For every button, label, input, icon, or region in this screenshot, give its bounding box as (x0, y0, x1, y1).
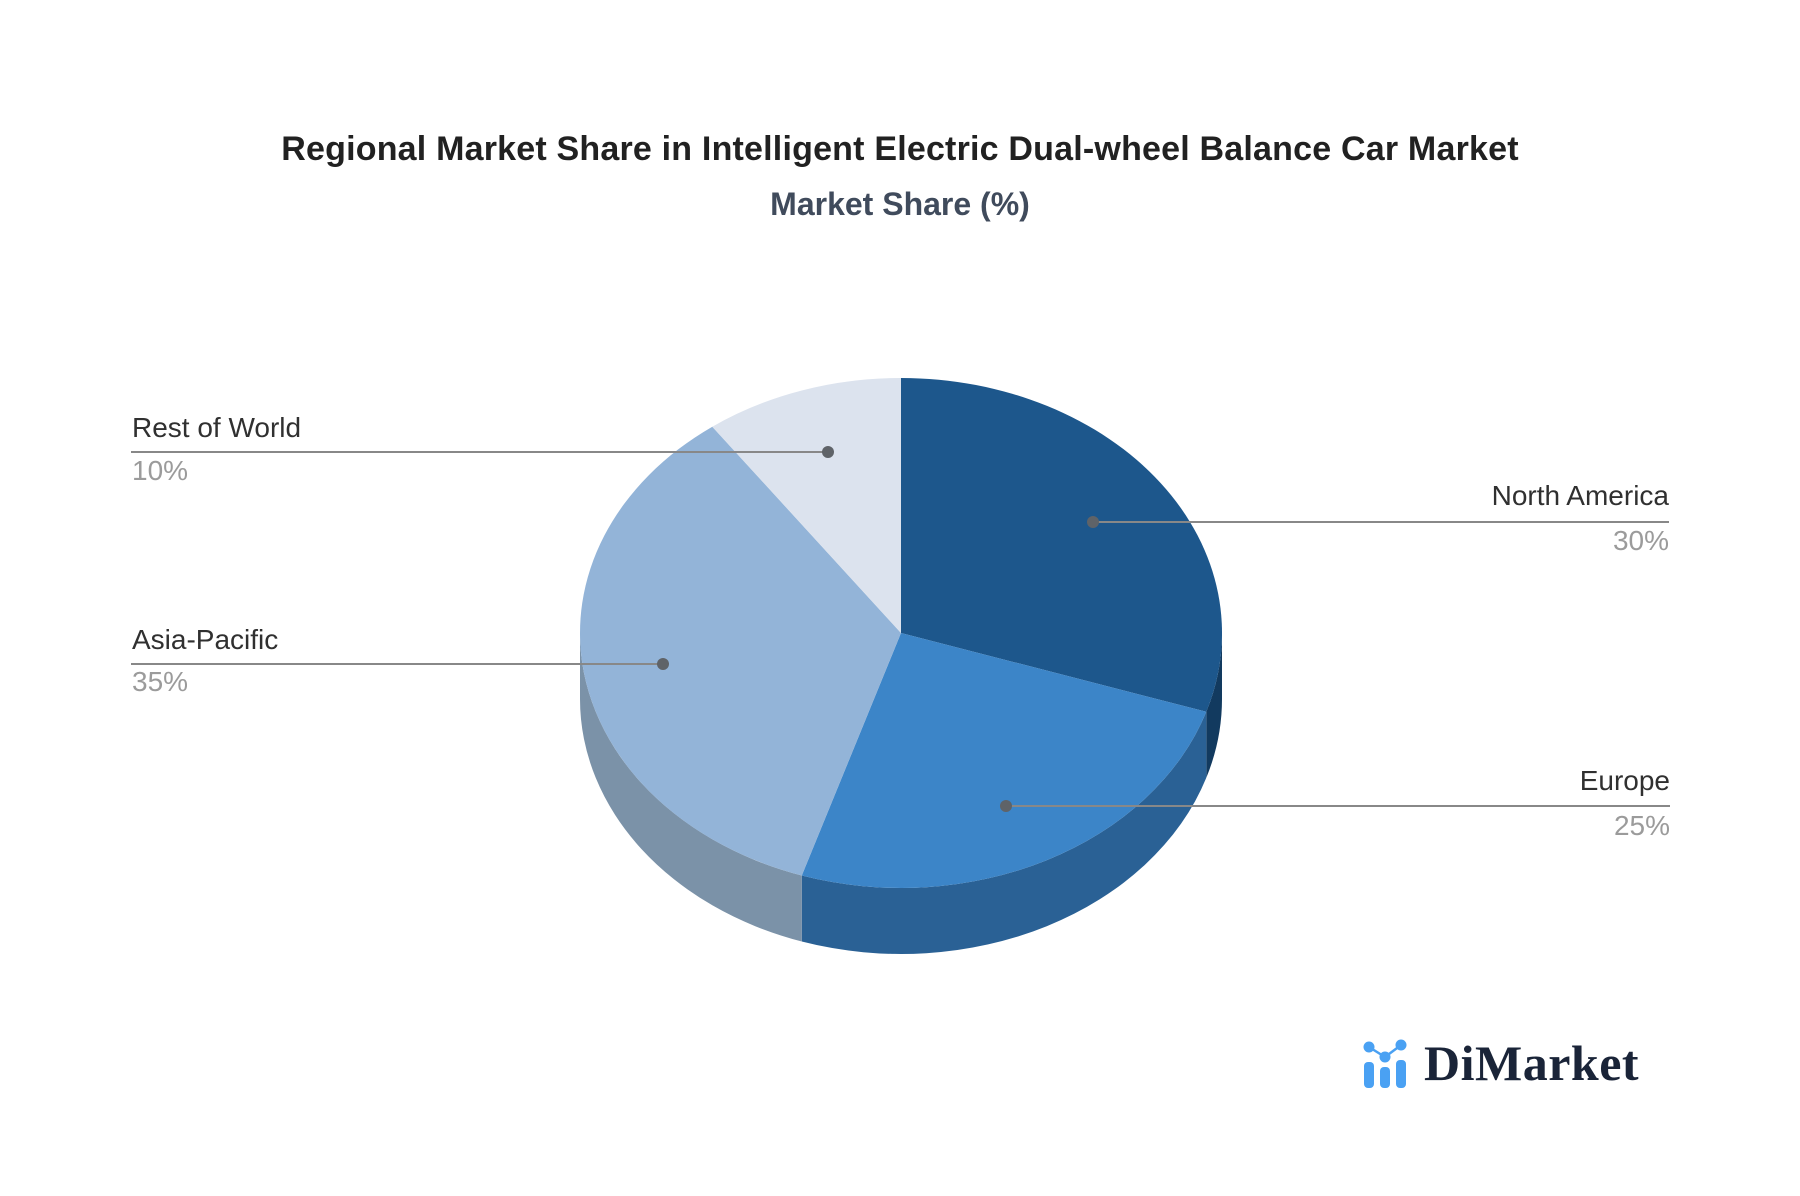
callout-label-rest-of-world: Rest of World (132, 412, 302, 443)
logo: DiMarket (1360, 1038, 1639, 1088)
chart-subtitle: Market Share (%) (770, 186, 1030, 222)
leader-lines-group (131, 451, 1670, 807)
callout-label-north-america: North America (1491, 480, 1669, 511)
leader-dot-rest-of-world (822, 446, 834, 458)
callout-value-europe: 25% (1613, 810, 1670, 841)
chart-title: Regional Market Share in Intelligent Ele… (281, 130, 1519, 168)
pie-slice-north-america (901, 378, 1223, 712)
logo-text: DiMarket (1424, 1035, 1640, 1091)
pie-slice-wall-asia-pacific (580, 633, 802, 942)
pie-slice-wall-north-america (1206, 633, 1222, 778)
pie-slice-wall-europe (801, 711, 1207, 954)
pie-slice-rest-of-world (712, 378, 901, 633)
leader-dots-group (657, 446, 1099, 812)
callout-label-europe: Europe (1579, 765, 1670, 796)
leader-dot-europe (1000, 800, 1012, 812)
callout-value-north-america: 30% (1612, 525, 1669, 556)
pie-slice-asia-pacific (580, 426, 901, 876)
pie-slice-europe (801, 633, 1207, 888)
pie-slices-group (580, 378, 1223, 954)
callout-value-rest-of-world: 10% (132, 455, 189, 486)
leader-dot-north-america (1087, 516, 1099, 528)
callout-label-asia-pacific: Asia-Pacific (132, 624, 279, 655)
leader-dot-asia-pacific (657, 658, 669, 670)
callout-value-asia-pacific: 35% (132, 666, 189, 697)
bar-chart-icon (1363, 1039, 1407, 1088)
